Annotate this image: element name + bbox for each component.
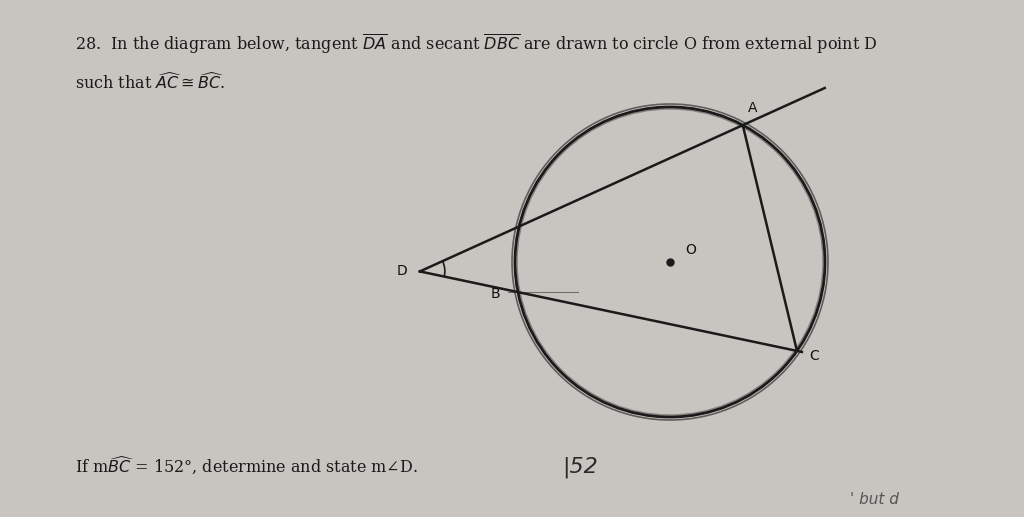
Text: B: B: [490, 287, 501, 301]
Text: ' but d: ' but d: [850, 492, 899, 507]
Text: D: D: [397, 264, 408, 279]
Text: A: A: [748, 101, 758, 115]
Text: |52: |52: [562, 457, 598, 479]
Text: O: O: [685, 243, 696, 257]
Text: C: C: [809, 349, 819, 363]
Text: If m$\widehat{BC}$ = 152°, determine and state m∠D.: If m$\widehat{BC}$ = 152°, determine and…: [75, 455, 418, 477]
Text: such that $\widehat{AC} \cong \widehat{BC}$.: such that $\widehat{AC} \cong \widehat{B…: [75, 72, 225, 93]
Text: 28.  In the diagram below, tangent $\overline{DA}$ and secant $\overline{DBC}$ a: 28. In the diagram below, tangent $\over…: [75, 32, 878, 56]
